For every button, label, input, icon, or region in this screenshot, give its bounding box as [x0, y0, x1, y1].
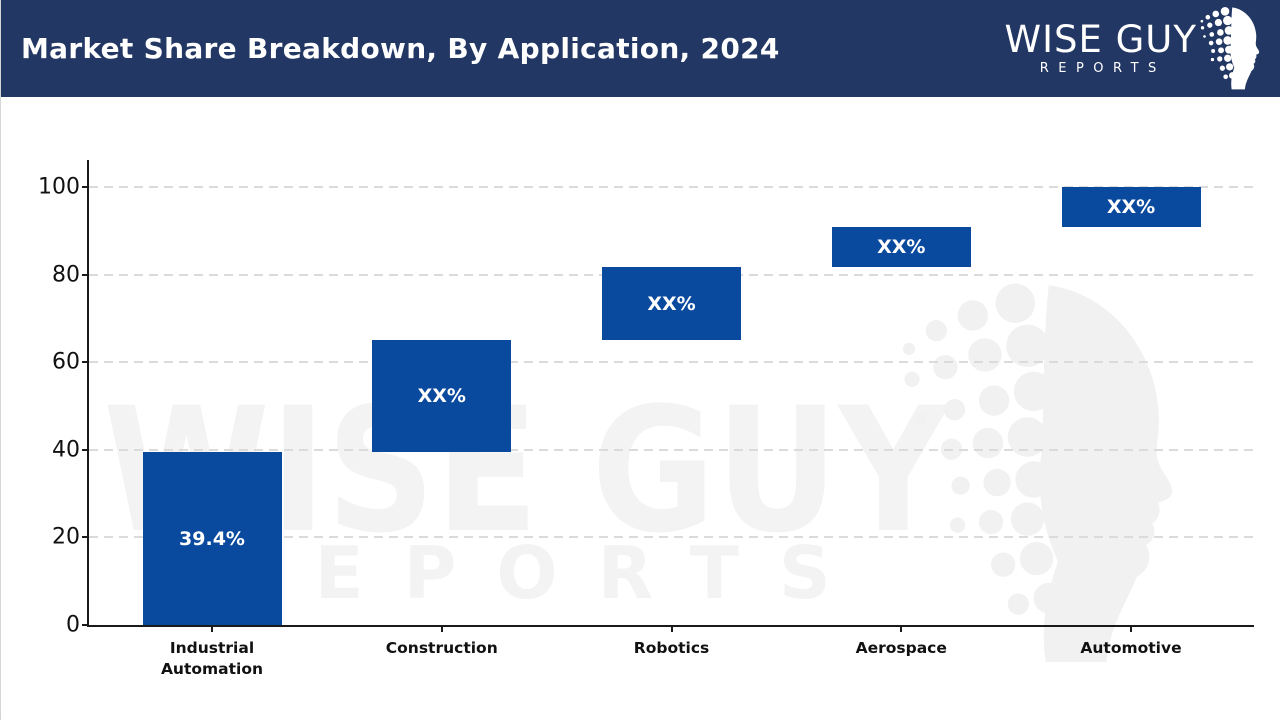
bar-value-label: XX% — [417, 385, 466, 408]
y-axis-tick-40 — [82, 448, 89, 451]
y-axis-spine — [87, 160, 89, 627]
watermark-text-2: REPORTS — [219, 531, 871, 615]
brand-subtitle: REPORTS — [1039, 61, 1166, 76]
logo-head-icon — [1200, 6, 1260, 89]
y-axis-label-0: 0 — [66, 612, 80, 638]
y-axis-label-80: 80 — [52, 262, 80, 288]
y-axis-label-100: 100 — [38, 174, 80, 200]
x-axis-tick-0 — [211, 625, 213, 632]
bar-aerospace — [831, 227, 971, 267]
chart-title: Market Share Breakdown, By Application, … — [21, 32, 780, 65]
bar-automotive — [1061, 187, 1201, 228]
brand-wordmark: WISE GUY REPORTS — [1005, 21, 1197, 76]
watermark-head-icon — [902, 283, 1173, 662]
x-axis-spine — [87, 625, 1254, 627]
plot-area: WISE GUY REPORTS 0 20 40 60 80 100 39.4% Indust… — [1, 97, 1280, 720]
y-axis-label-20: 20 — [52, 524, 80, 550]
bar-value-label: XX% — [877, 236, 926, 258]
y-axis-label-60: 60 — [52, 349, 80, 375]
y-axis-tick-80 — [82, 273, 89, 276]
bar-value-label: XX% — [1106, 196, 1156, 219]
bar-industrial-automation — [142, 452, 282, 625]
y-axis-tick-20 — [82, 536, 89, 539]
x-axis-label-2: Robotics — [633, 639, 710, 657]
x-axis-tick-1 — [440, 625, 443, 632]
bar-value-label: 39.4% — [179, 527, 245, 550]
x-axis-label-0: Industrial Automation — [160, 639, 264, 678]
x-axis-label-1: Construction — [385, 639, 498, 657]
gridline-60 — [89, 361, 1254, 364]
gridline-40 — [89, 448, 1254, 451]
gridline-100 — [89, 186, 1254, 188]
header-bar: Market Share Breakdown, By Application, … — [1, 0, 1280, 97]
x-axis-tick-4 — [1130, 625, 1132, 632]
y-axis-tick-60 — [82, 361, 89, 364]
bar-value-label: XX% — [647, 292, 696, 315]
brand-name: WISE GUY — [1004, 18, 1197, 61]
y-axis-tick-100 — [82, 186, 89, 188]
x-axis-label-4: Automotive — [1080, 639, 1182, 657]
x-axis-label-3: Aerospace — [855, 639, 947, 657]
bar-robotics — [602, 266, 741, 341]
x-axis-tick-2 — [670, 625, 673, 632]
y-axis-label-40: 40 — [52, 437, 80, 463]
brand-logo: WISE GUY REPORTS — [1005, 6, 1280, 92]
x-axis-tick-3 — [900, 625, 903, 632]
bar-construction — [372, 340, 512, 453]
gridline-20 — [89, 536, 1254, 539]
y-axis-tick-0 — [82, 624, 89, 626]
